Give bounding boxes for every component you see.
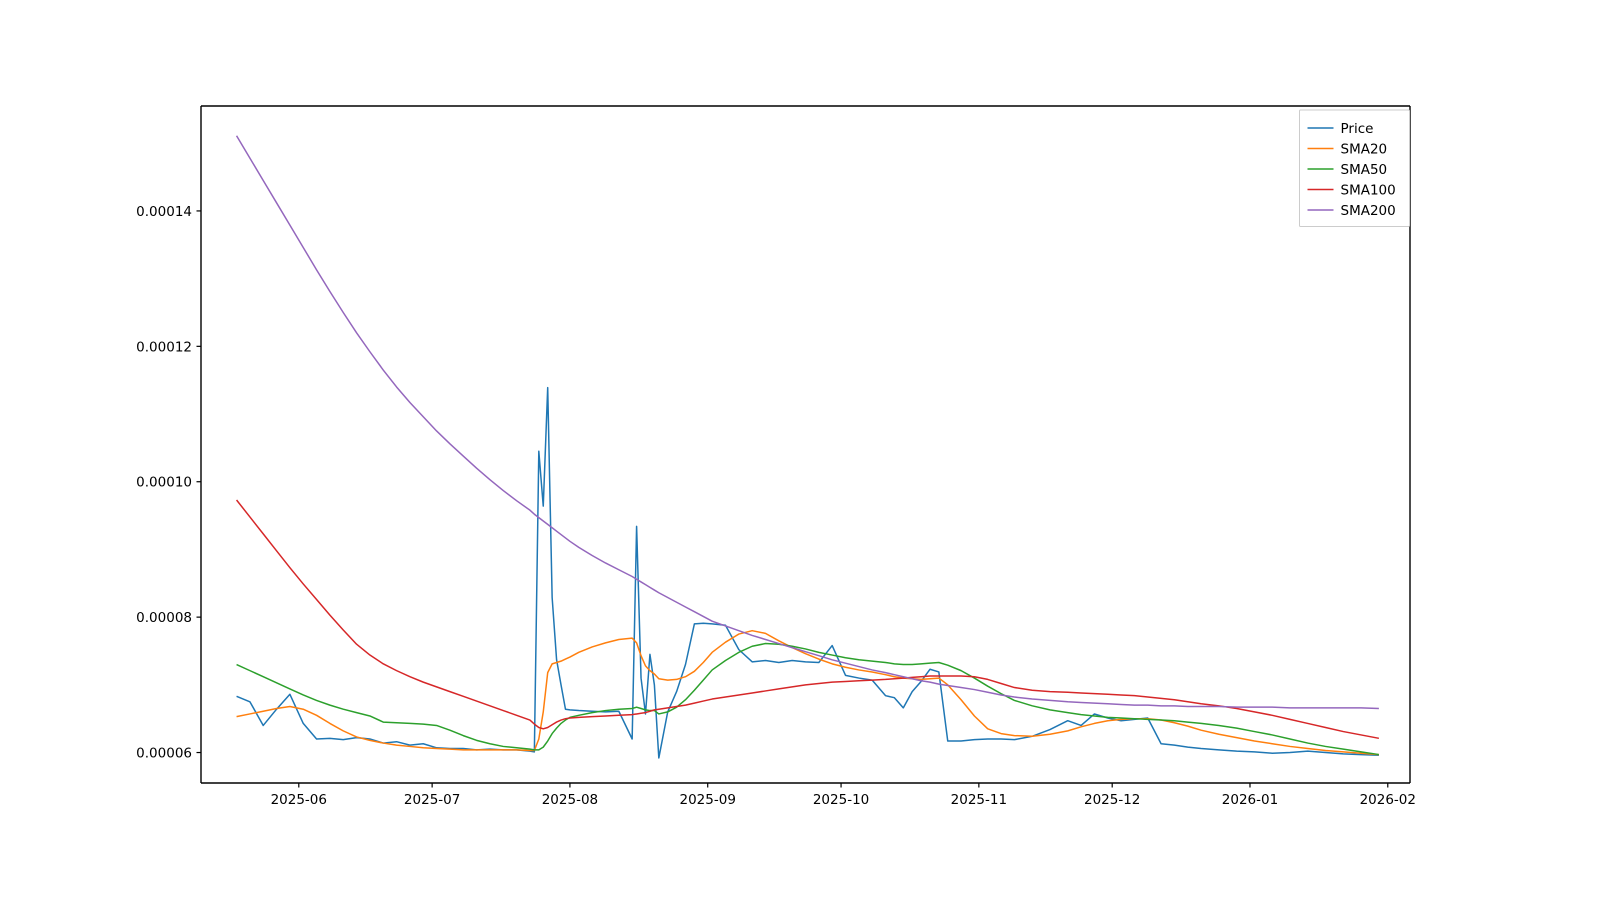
x-tick-label: 2025-07 (404, 792, 460, 808)
x-tick-label: 2025-06 (271, 792, 327, 808)
x-tick-label: 2025-12 (1084, 792, 1140, 808)
series-line-price (236, 386, 1379, 759)
legend-frame (1299, 109, 1410, 227)
legend-label-sma50[interactable]: SMA50 (1341, 162, 1388, 178)
x-tick-label: 2025-11 (951, 792, 1007, 808)
y-axis-ticks: 0.00006 0.00008 0.00010 0.00012 0.00014 (136, 204, 201, 762)
series-line-sma200 (235, 135, 1379, 710)
legend-label-price[interactable]: Price (1341, 121, 1374, 137)
series-line-sma100 (235, 499, 1380, 740)
y-tick-label: 0.00012 (136, 339, 192, 355)
y-tick-label: 0.00010 (136, 475, 192, 491)
x-tick-label: 2025-10 (813, 792, 869, 808)
legend-label-sma20[interactable]: SMA20 (1341, 142, 1388, 158)
x-tick-label: 2025-08 (542, 792, 598, 808)
x-tick-label: 2026-02 (1360, 792, 1416, 808)
legend-label-sma200[interactable]: SMA200 (1341, 203, 1396, 219)
legend-label-sma100[interactable]: SMA100 (1341, 183, 1396, 199)
axes (200, 105, 1411, 784)
x-tick-label: 2025-09 (680, 792, 736, 808)
y-tick-label: 0.00014 (136, 204, 192, 220)
x-axis-ticks: 2025-06 2025-07 2025-08 2025-09 2025-10 2025-… (271, 783, 1416, 808)
y-tick-label: 0.00006 (136, 746, 192, 762)
legend[interactable]: Price SMA20 SMA50 SMA100 SMA200 (1299, 109, 1410, 227)
series-line-sma20 (236, 629, 1379, 756)
y-tick-label: 0.00008 (136, 610, 192, 626)
x-tick-label: 2026-01 (1222, 792, 1278, 808)
series-lines (235, 135, 1380, 759)
series-line-sma50 (236, 642, 1380, 756)
